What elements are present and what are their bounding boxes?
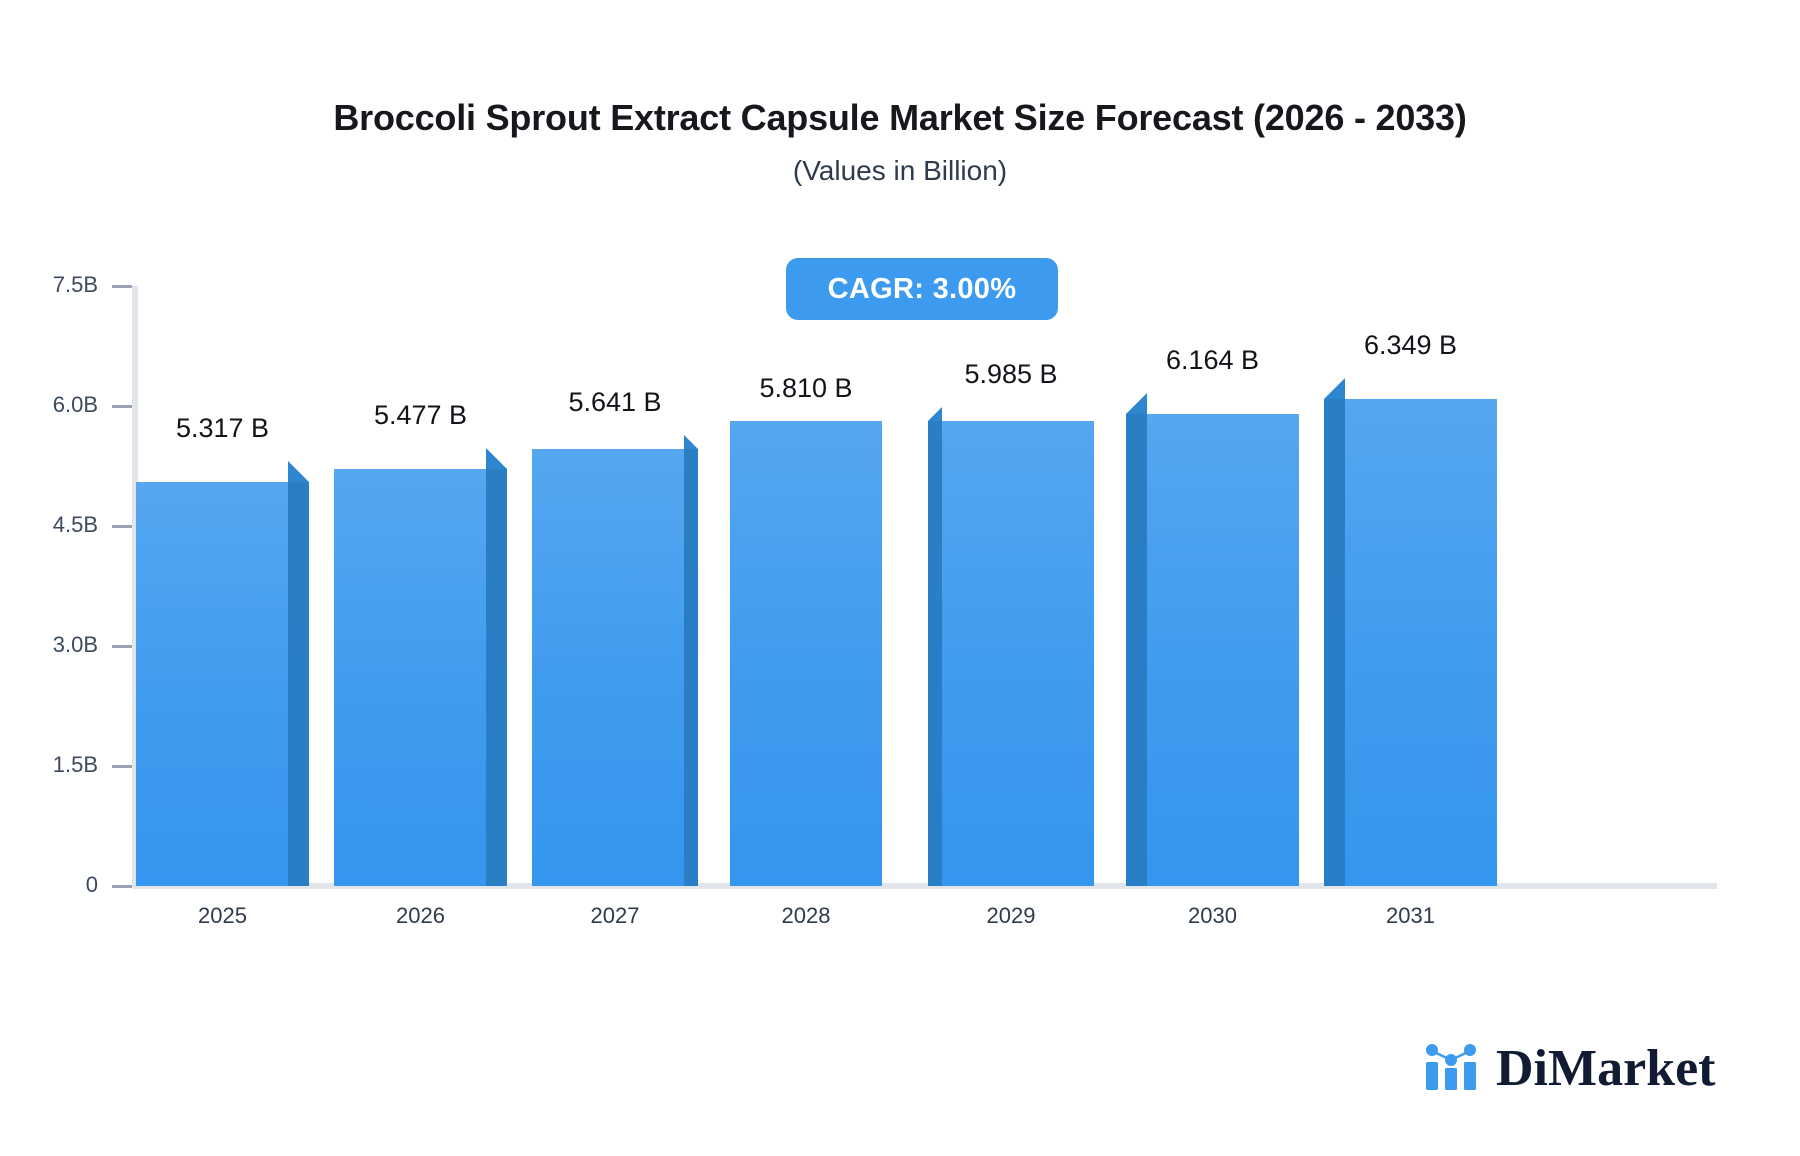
bar-side-face bbox=[1126, 413, 1147, 886]
x-axis-tick-label: 2031 bbox=[1386, 903, 1435, 928]
bar-value-label: 5.477 B bbox=[373, 399, 468, 430]
bar-value-label: 5.641 B bbox=[568, 386, 662, 417]
y-axis-tick-mark bbox=[112, 644, 132, 648]
bar-side-face bbox=[1324, 399, 1345, 886]
x-axis-tick-label: 2029 bbox=[986, 903, 1036, 928]
bar-front-face bbox=[1147, 413, 1299, 886]
bar-2031 bbox=[1324, 378, 1497, 886]
bar-front-face bbox=[136, 481, 288, 886]
bar-2025 bbox=[136, 460, 309, 886]
bar-top-bevel bbox=[486, 447, 507, 469]
y-axis-tick-label: 3.0B bbox=[52, 632, 98, 657]
bar-value-label: 6.164 B bbox=[1165, 344, 1260, 375]
x-axis-tick-label: 2025 bbox=[198, 903, 247, 928]
bar-value-label: 5.317 B bbox=[175, 412, 270, 443]
bar-2029 bbox=[928, 407, 1094, 886]
bar-top-bevel bbox=[288, 460, 309, 482]
y-axis-tick-label: 6.0B bbox=[52, 392, 98, 417]
cagr-badge: CAGR: 3.00% bbox=[786, 258, 1058, 320]
bar-side-face bbox=[486, 468, 507, 886]
x-axis-line bbox=[132, 883, 1717, 889]
y-axis-tick-label: 0 bbox=[85, 872, 98, 897]
title-block: Broccoli Sprout Extract Capsule Market S… bbox=[0, 96, 1800, 187]
bar-front-face bbox=[1345, 399, 1497, 886]
bar-value-label: 6.349 B bbox=[1363, 330, 1458, 361]
bar-side-face bbox=[288, 481, 309, 886]
bar-side-face bbox=[928, 421, 942, 886]
bar-value-label: 5.985 B bbox=[964, 359, 1058, 390]
y-axis-line bbox=[132, 286, 138, 886]
x-axis-tick-label: 2030 bbox=[1188, 903, 1237, 928]
bar-top-bevel bbox=[928, 407, 942, 422]
bar-2030 bbox=[1126, 392, 1299, 886]
bar-top-bevel bbox=[1324, 378, 1345, 400]
bar-top-bevel bbox=[684, 434, 698, 449]
bar-front-face bbox=[532, 448, 684, 886]
x-axis-tick-label: 2028 bbox=[781, 903, 831, 928]
bar-front-face bbox=[334, 468, 486, 886]
cagr-badge-label: CAGR: 3.00% bbox=[827, 272, 1017, 305]
dimarket-logo: DiMarket bbox=[1424, 1040, 1715, 1097]
bar-2026 bbox=[334, 447, 507, 886]
logo-wordmark: DiMarket bbox=[1496, 1039, 1716, 1097]
bar-top-bevel bbox=[1126, 392, 1147, 414]
y-axis-tick-mark bbox=[112, 764, 132, 768]
bar-chart-logo-icon bbox=[1424, 1040, 1482, 1097]
bar-front-face bbox=[730, 421, 882, 886]
bar-2028 bbox=[730, 421, 882, 886]
bar-side-face bbox=[684, 448, 698, 886]
page-title: Broccoli Sprout Extract Capsule Market S… bbox=[333, 97, 1467, 138]
x-axis-tick-label: 2026 bbox=[396, 903, 445, 928]
bar-2027 bbox=[532, 434, 698, 886]
x-axis-tick-label: 2027 bbox=[590, 903, 640, 928]
bar-value-label: 5.810 B bbox=[759, 373, 853, 404]
y-axis-tick-label: 7.5B bbox=[52, 272, 98, 297]
bar-front-face bbox=[942, 421, 1094, 886]
y-axis-tick-mark bbox=[112, 884, 132, 888]
y-axis-tick-label: 1.5B bbox=[52, 752, 98, 777]
chart-subtitle: (Values in Billion) bbox=[792, 155, 1008, 187]
y-axis-tick-mark bbox=[112, 404, 132, 408]
y-axis-tick-mark bbox=[112, 284, 132, 288]
y-axis-tick-mark bbox=[112, 524, 132, 528]
y-axis-tick-label: 4.5B bbox=[52, 512, 98, 537]
